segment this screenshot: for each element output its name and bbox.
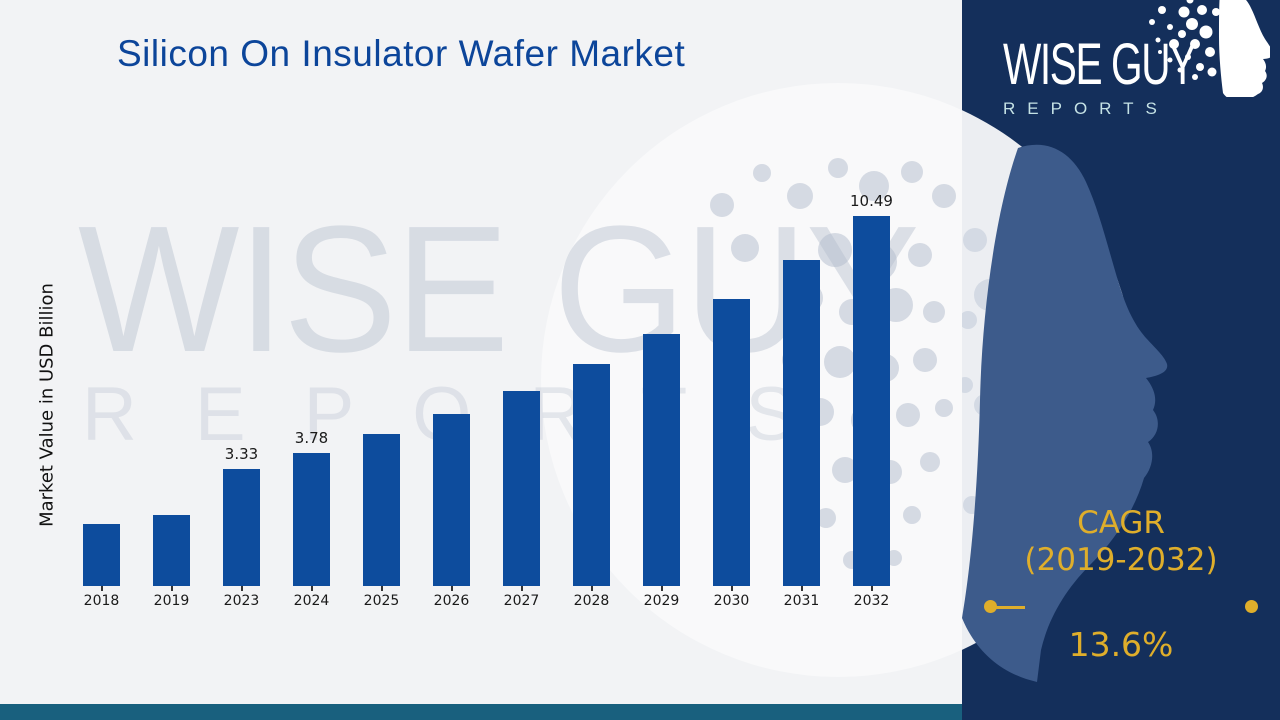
watermark-wordmark: WISE GUY bbox=[78, 189, 920, 390]
x-label-2030: 2030 bbox=[713, 593, 750, 609]
bar-2026 bbox=[433, 414, 470, 586]
bar-2018 bbox=[83, 524, 120, 586]
bar-2032 bbox=[853, 216, 890, 586]
y-axis-label: Market Value in USD Billion bbox=[36, 283, 58, 527]
x-tick-2025 bbox=[380, 586, 383, 591]
cagr-range: (2019-2032) bbox=[1024, 542, 1218, 579]
x-tick-2027 bbox=[520, 586, 523, 591]
logo-wordmark: WISE GUY bbox=[1003, 32, 1196, 97]
x-label-2025: 2025 bbox=[363, 593, 400, 609]
line-end-dot-left bbox=[984, 600, 997, 614]
x-tick-2024 bbox=[310, 586, 313, 591]
x-tick-2031 bbox=[800, 586, 803, 591]
cagr-divider-line bbox=[984, 600, 1258, 614]
x-label-2018: 2018 bbox=[83, 593, 120, 609]
logo-reports-text: REPORTS bbox=[1003, 99, 1169, 118]
x-tick-2028 bbox=[590, 586, 593, 591]
x-tick-2018 bbox=[100, 586, 103, 591]
bar-2031 bbox=[783, 260, 820, 586]
bar-2025 bbox=[363, 434, 400, 586]
bar-2027 bbox=[503, 391, 540, 586]
cagr-value: 13.6% bbox=[1068, 625, 1174, 665]
bar-2023 bbox=[223, 469, 260, 586]
logo: WISE GUY REPORTS bbox=[1003, 32, 1277, 118]
x-label-2019: 2019 bbox=[153, 593, 190, 609]
x-label-2027: 2027 bbox=[503, 593, 540, 609]
x-tick-2032 bbox=[870, 586, 873, 591]
bar-2019 bbox=[153, 515, 190, 586]
x-tick-2019 bbox=[170, 586, 173, 591]
x-label-2024: 2024 bbox=[293, 593, 330, 609]
x-tick-2026 bbox=[450, 586, 453, 591]
x-label-2031: 2031 bbox=[783, 593, 820, 609]
x-label-2032: 2032 bbox=[853, 593, 890, 609]
bar-value-label-2023: 3.33 bbox=[224, 445, 259, 463]
bar-value-label-2024: 3.78 bbox=[294, 429, 329, 447]
cagr-block: CAGR (2019-2032) 13.6% bbox=[962, 505, 1280, 664]
x-tick-2030 bbox=[730, 586, 733, 591]
x-label-2029: 2029 bbox=[643, 593, 680, 609]
bar-2030 bbox=[713, 299, 750, 586]
bar-2024 bbox=[293, 453, 330, 586]
page-title: Silicon On Insulator Wafer Market bbox=[117, 33, 686, 74]
x-label-2028: 2028 bbox=[573, 593, 610, 609]
bar-2028 bbox=[573, 364, 610, 586]
bar-value-label-2032: 10.49 bbox=[850, 192, 893, 210]
x-tick-2029 bbox=[660, 586, 663, 591]
bar-2029 bbox=[643, 334, 680, 586]
x-label-2026: 2026 bbox=[433, 593, 470, 609]
x-label-2023: 2023 bbox=[223, 593, 260, 609]
cagr-label: CAGR bbox=[1077, 505, 1165, 541]
bottom-accent-strip bbox=[0, 704, 962, 720]
line-end-dot-right bbox=[1245, 600, 1258, 614]
bar-chart: Silicon On Insulator Wafer Market Market… bbox=[36, 33, 893, 609]
logo-face-icon bbox=[1149, 0, 1270, 97]
brand-panel: WISE GUY REPORTS CAGR (2019-2032) bbox=[962, 0, 1280, 720]
x-tick-2023 bbox=[240, 586, 243, 591]
